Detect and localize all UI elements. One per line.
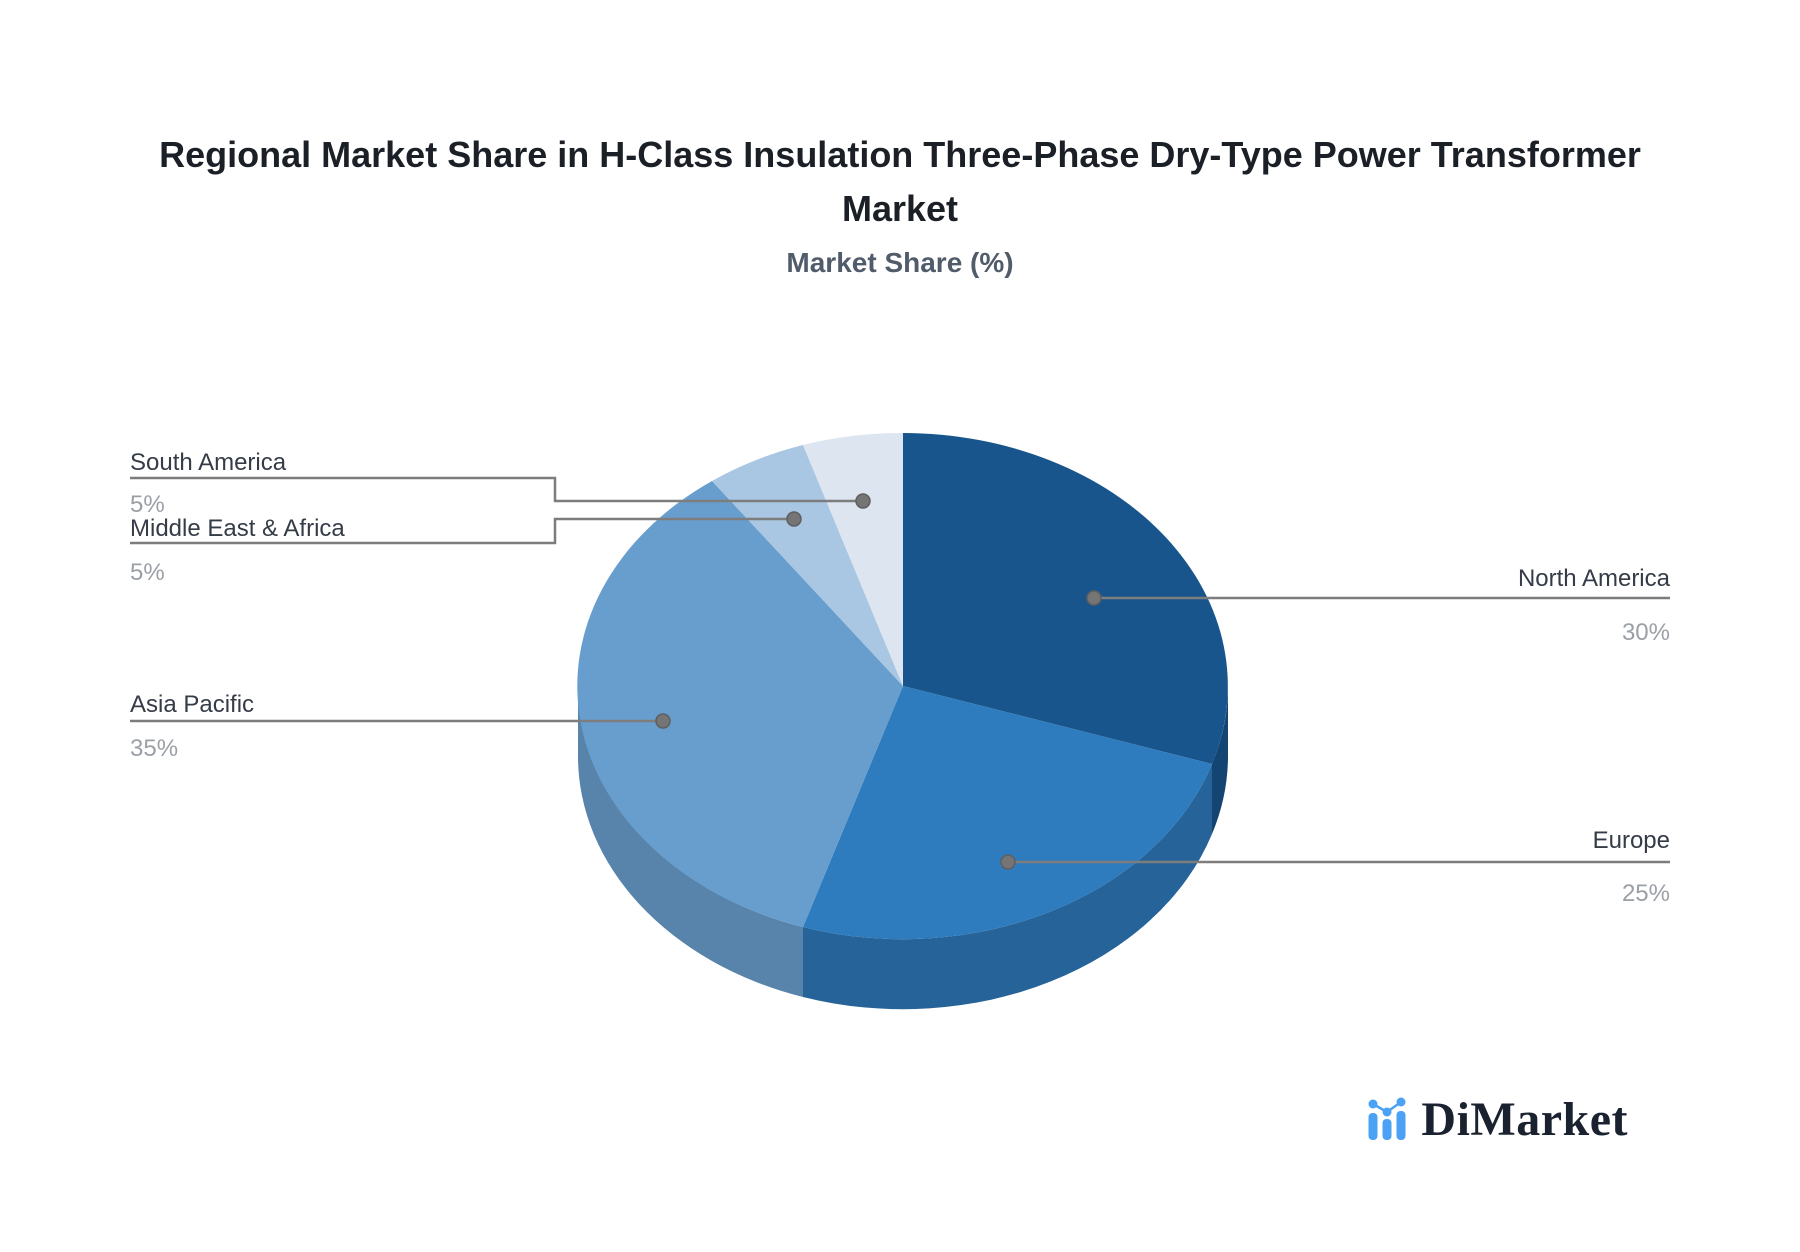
leader-line-south-america <box>130 476 863 503</box>
dimarket-logo: DiMarket <box>1367 1096 1628 1144</box>
pie-side-asia-pacific <box>577 686 803 997</box>
leader-line-middle-east-africa <box>130 517 794 545</box>
chart-title-line2: Market <box>841 188 959 229</box>
leader-dot-europe <box>1000 854 1016 870</box>
pie-slice-middle-east-africa[interactable] <box>712 445 903 686</box>
leader-dot-south-america <box>855 493 871 509</box>
pie-slice-south-america[interactable] <box>803 432 903 686</box>
value-north-america: 30% <box>1622 619 1670 646</box>
leader-dot-north-america <box>1086 590 1102 606</box>
value-asia-pacific: 35% <box>130 735 178 762</box>
label-north-america: North America <box>1518 565 1671 592</box>
leader-dot-middle-east-africa <box>786 511 802 527</box>
dimarket-wordmark: DiMarket <box>1421 1093 1628 1146</box>
pie-slice-europe[interactable] <box>803 686 1212 940</box>
label-asia-pacific: Asia Pacific <box>130 691 254 718</box>
pie-slice-asia-pacific[interactable] <box>577 481 903 927</box>
label-middle-east-africa: Middle East & Africa <box>130 515 345 542</box>
leader-dot-asia-pacific <box>655 713 671 729</box>
chart-title-line1: Regional Market Share in H-Class Insulat… <box>159 134 1641 175</box>
pie-side-europe <box>803 764 1212 1010</box>
label-europe: Europe <box>1593 827 1670 854</box>
label-south-america: South America <box>130 449 287 476</box>
pie-slice-north-america[interactable] <box>903 433 1228 764</box>
value-middle-east-africa: 5% <box>130 559 165 586</box>
bar-chart-icon <box>1368 1097 1406 1140</box>
chart-title: Regional Market Share in H-Class Insulat… <box>0 128 1800 236</box>
value-south-america: 5% <box>130 491 165 518</box>
pie-side-north-america <box>1212 686 1228 834</box>
value-europe: 25% <box>1622 880 1670 907</box>
chart-subtitle: Market Share (%) <box>786 247 1014 278</box>
